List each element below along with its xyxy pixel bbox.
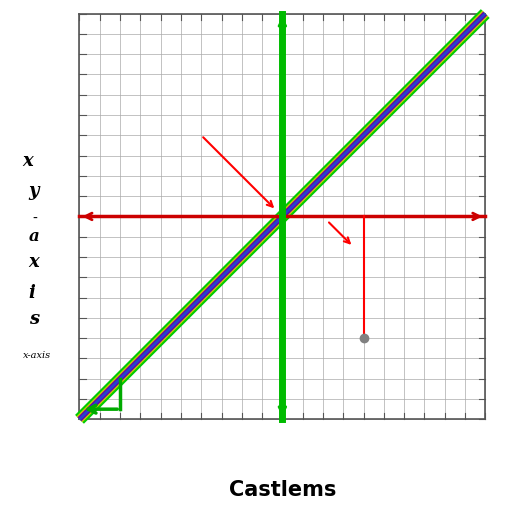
Text: x: x bbox=[29, 253, 39, 271]
Text: -: - bbox=[33, 211, 38, 225]
Text: a: a bbox=[29, 228, 39, 245]
Text: Castlems: Castlems bbox=[229, 480, 336, 500]
Text: x-axis: x-axis bbox=[23, 351, 51, 360]
Text: x: x bbox=[23, 152, 33, 169]
Text: i: i bbox=[29, 284, 36, 302]
Text: s: s bbox=[29, 310, 39, 328]
Text: y: y bbox=[29, 182, 39, 200]
